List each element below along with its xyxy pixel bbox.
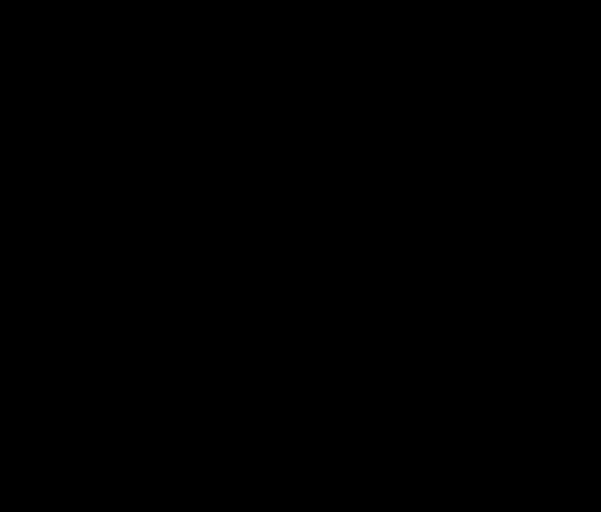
Text: Arrows show the wind wave direction: Arrows show the wind wave direction <box>171 30 430 44</box>
Text: Secondary Swell energy on Monday 31 Mar at 5:30pm IST: Secondary Swell energy on Monday 31 Mar … <box>17 7 584 26</box>
